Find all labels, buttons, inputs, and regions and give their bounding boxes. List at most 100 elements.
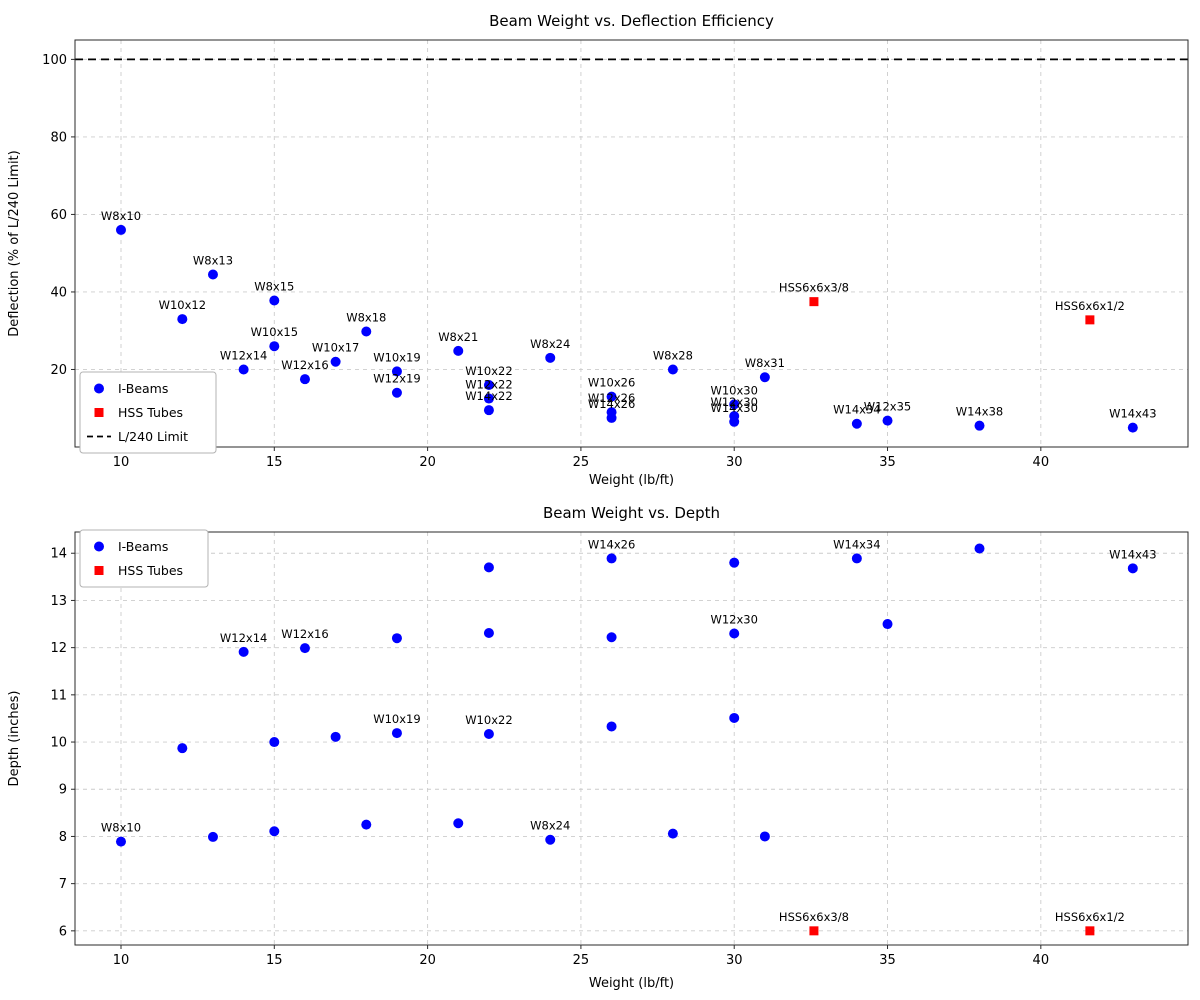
point-label: W8x21 [438, 330, 478, 344]
y-tick-label: 10 [50, 736, 67, 751]
data-point-ibeam [115, 224, 126, 235]
data-point-ibeam [729, 416, 740, 427]
deflection-efficiency-chart: 10 15 20 25 30 35 40 20 40 60 80 100 Beam Weight vs.… [0, 0, 1200, 497]
y-tick-label: 12 [50, 641, 67, 656]
point-label: W10x19 [373, 350, 420, 364]
data-point-ibeam [667, 364, 678, 375]
data-point-ibeam [391, 728, 402, 739]
data-point-ibeam [974, 420, 985, 431]
point-label: W12x19 [373, 372, 420, 386]
data-point-ibeam [1127, 563, 1138, 574]
data-point-ibeam [851, 418, 862, 429]
data-point-ibeam [177, 743, 188, 754]
point-label: HSS6x6x3/8 [779, 281, 849, 295]
data-point-ibeam [667, 828, 678, 839]
x-axis-label: Weight (lb/ft) [589, 976, 674, 991]
x-tick-label: 20 [419, 455, 436, 470]
x-tick-label: 35 [879, 953, 896, 968]
point-label: W14x38 [956, 405, 1003, 419]
data-point-hss [1085, 926, 1095, 936]
data-point-ibeam [483, 628, 494, 639]
plot-border [74, 531, 1189, 946]
data-point-ibeam [483, 405, 494, 416]
chart-title: Beam Weight vs. Depth [543, 504, 720, 522]
point-label: W8x10 [101, 821, 141, 835]
data-point-ibeam [269, 341, 280, 352]
point-label: W8x24 [530, 337, 570, 351]
data-point-ibeam [207, 269, 218, 280]
data-point-ibeam [729, 399, 740, 410]
point-label: W10x22 [465, 713, 512, 727]
point-label: W12x30 [710, 612, 757, 626]
data-point-ibeam [851, 553, 862, 564]
x-tick-label: 30 [726, 455, 743, 470]
point-label: W8x15 [254, 279, 294, 293]
data-point-ibeam [391, 387, 402, 398]
legend-marker-circle [94, 541, 104, 552]
data-point-ibeam [269, 826, 280, 837]
x-tick-label: 30 [726, 953, 743, 968]
point-label: W14x30 [710, 401, 757, 415]
data-point-ibeam [606, 391, 617, 402]
legend-label: L/240 Limit [118, 429, 188, 444]
y-axis-label: Deflection (% of L/240 Limit) [7, 150, 22, 336]
data-point-hss [809, 926, 819, 936]
y-tick-label: 11 [50, 688, 67, 703]
point-label: W14x26 [588, 537, 635, 551]
y-tick-label: 14 [50, 547, 67, 562]
plot-border [74, 39, 1189, 448]
point-label: W8x10 [101, 209, 141, 223]
point-label: W8x24 [530, 819, 570, 833]
data-point-ibeam [207, 831, 218, 842]
data-point-ibeam [299, 374, 310, 385]
legend-label: I-Beams [118, 539, 168, 554]
point-label: W14x22 [465, 389, 512, 403]
point-label: HSS6x6x1/2 [1055, 299, 1125, 313]
x-tick-label: 10 [113, 455, 130, 470]
point-label: W10x26 [588, 376, 635, 390]
data-point-ibeam [361, 819, 372, 830]
y-axis-label: Depth (inches) [7, 691, 22, 787]
point-label: W10x30 [710, 383, 757, 397]
point-label: W14x43 [1109, 407, 1156, 421]
y-tick-label: 60 [50, 208, 67, 223]
depth-chart: 10 15 20 25 30 35 40 6 7 8 9 10 11 12 13 14 Beam Weight … [0, 497, 1200, 1000]
data-point-ibeam [453, 818, 464, 829]
x-tick-label: 15 [266, 953, 283, 968]
y-tick-label: 100 [42, 53, 67, 68]
data-point-hss [1085, 315, 1095, 325]
y-tick-label: 80 [50, 130, 67, 145]
data-point-ibeam [545, 834, 556, 845]
point-label: W12x14 [220, 631, 267, 645]
point-label: W10x22 [465, 364, 512, 378]
x-tick-label: 20 [419, 953, 436, 968]
data-point-ibeam [606, 721, 617, 732]
data-point-ibeam [606, 412, 617, 423]
data-point-ibeam [882, 415, 893, 426]
point-label: W14x34 [833, 403, 880, 417]
legend-label: I-Beams [118, 381, 168, 396]
point-label: W10x19 [373, 712, 420, 726]
data-point-ibeam [483, 393, 494, 404]
point-label: W14x34 [833, 537, 880, 551]
x-tick-label: 35 [879, 455, 896, 470]
point-label: W12x14 [220, 348, 267, 362]
data-point-hss [809, 297, 819, 307]
data-point-ibeam [1127, 422, 1138, 433]
point-label: W12x22 [465, 378, 512, 392]
data-point-ibeam [330, 731, 341, 742]
y-tick-label: 6 [59, 924, 67, 939]
chart-title: Beam Weight vs. Deflection Efficiency [489, 12, 774, 30]
data-point-ibeam [974, 543, 985, 554]
data-point-ibeam [606, 553, 617, 564]
data-point-ibeam [483, 379, 494, 390]
data-point-ibeam [238, 364, 249, 375]
legend-marker-square [94, 566, 104, 575]
point-label: W12x26 [588, 391, 635, 405]
point-label: W8x28 [653, 348, 693, 362]
point-label: W12x35 [864, 400, 911, 414]
data-point-ibeam [729, 712, 740, 723]
point-label: W8x31 [745, 356, 785, 370]
x-tick-label: 15 [266, 455, 283, 470]
data-point-ibeam [177, 314, 188, 325]
